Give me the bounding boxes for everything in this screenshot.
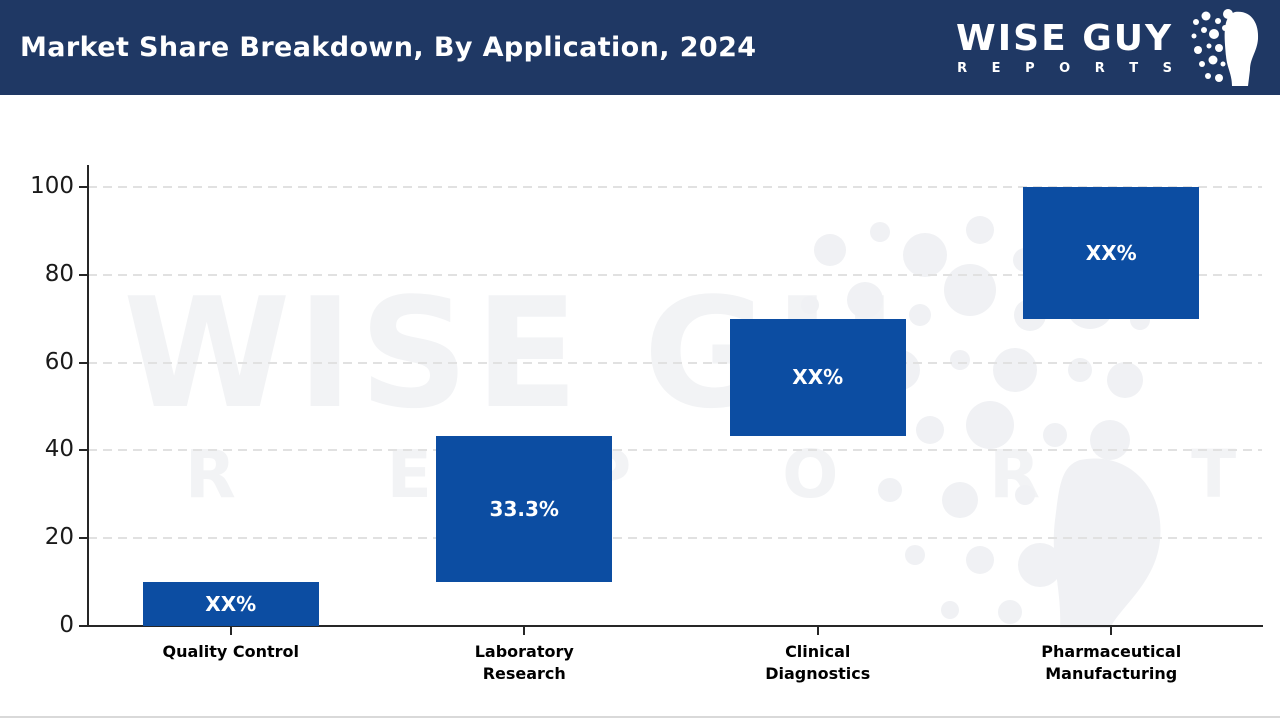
header-bar: Market Share Breakdown, By Application, …	[0, 0, 1280, 95]
bar-value-label: XX%	[205, 592, 257, 617]
bottom-border-line	[0, 716, 1280, 718]
gridline-100	[88, 186, 1262, 189]
logo-wordmark: WISE GUY	[956, 17, 1174, 59]
y-tick-label: 20	[44, 524, 74, 551]
gridline-40	[88, 449, 1262, 452]
y-tick-label: 40	[44, 436, 74, 463]
x-category-label-line: Quality Control	[162, 642, 300, 661]
y-tick-mark	[79, 273, 88, 276]
bar-laboratory-research: 33.3%	[436, 435, 613, 583]
y-tick-mark	[79, 449, 88, 452]
gridline-60	[88, 361, 1262, 364]
x-tick-mark	[1110, 627, 1113, 635]
y-axis-line	[87, 165, 89, 627]
gridline-20	[88, 537, 1262, 540]
x-category-label-line: Laboratory	[474, 642, 574, 661]
wise-guy-logo: WISE GUY R E P O R T S	[947, 8, 1262, 88]
gridline-80	[88, 273, 1262, 276]
bar-clinical-diagnostics: XX%	[729, 318, 906, 436]
x-tick-mark	[523, 627, 526, 635]
x-category-label-line: Manufacturing	[1045, 663, 1178, 683]
x-tick-mark	[229, 627, 232, 635]
y-tick-label: 60	[44, 348, 74, 375]
page-title: Market Share Breakdown, By Application, …	[20, 32, 757, 63]
x-category-label-line: Clinical	[785, 642, 851, 661]
y-tick-mark	[79, 625, 88, 627]
plot-area	[88, 186, 1262, 626]
y-tick-mark	[79, 537, 88, 540]
bar-value-label: 33.3%	[489, 496, 559, 521]
bar-pharmaceutical-manufacturing: XX%	[1023, 187, 1200, 319]
x-category-label: Clinical Diagnostics	[698, 641, 938, 684]
y-tick-label: 0	[59, 612, 74, 638]
bar-value-label: XX%	[1085, 240, 1137, 265]
bar-quality-control: XX%	[142, 582, 319, 626]
x-category-label: Pharmaceutical Manufacturing	[991, 641, 1231, 684]
bar-value-label: XX%	[792, 365, 844, 390]
y-tick-label: 100	[30, 173, 74, 199]
x-category-label-line: Research	[482, 663, 566, 683]
y-tick-mark	[79, 186, 88, 188]
logo-text: WISE GUY R E P O R T S	[947, 17, 1182, 76]
x-category-label-line: Pharmaceutical	[1041, 642, 1182, 661]
x-category-label-line: Diagnostics	[765, 663, 871, 683]
x-category-label: Laboratory Research	[404, 641, 644, 684]
y-tick-label: 80	[44, 260, 74, 287]
watermark-face-icon	[801, 216, 1161, 628]
y-tick-mark	[79, 361, 88, 364]
logo-subtitle: R E P O R T S	[957, 60, 1182, 76]
x-category-label: Quality Control	[111, 641, 351, 663]
logo-face-icon	[1191, 8, 1259, 86]
x-axis-line	[87, 625, 1263, 627]
x-tick-mark	[816, 627, 819, 635]
